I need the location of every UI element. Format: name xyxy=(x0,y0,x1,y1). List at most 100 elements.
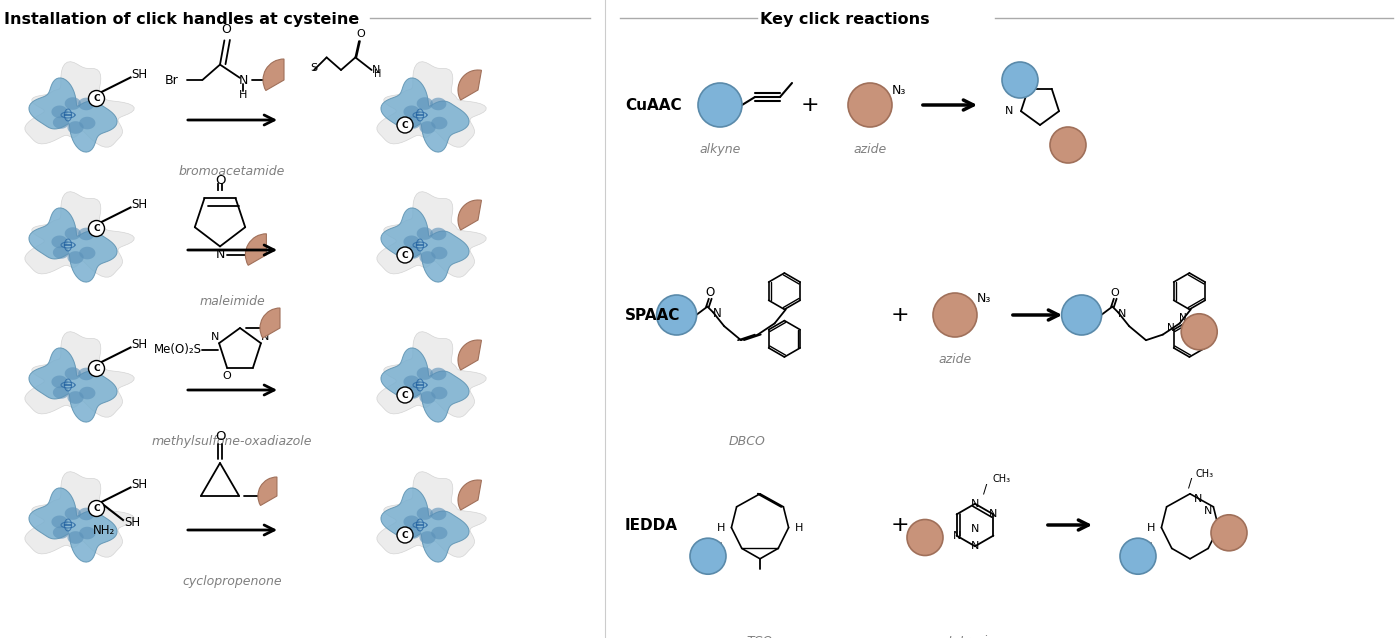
Text: C: C xyxy=(402,121,408,130)
Polygon shape xyxy=(64,227,81,240)
Polygon shape xyxy=(80,387,95,399)
Text: +: + xyxy=(891,515,909,535)
Text: SH: SH xyxy=(131,478,148,491)
Polygon shape xyxy=(430,508,447,520)
Text: O: O xyxy=(222,23,232,36)
Polygon shape xyxy=(80,527,95,539)
Text: cyclopropenone: cyclopropenone xyxy=(183,575,282,588)
Text: H: H xyxy=(796,523,804,533)
Text: NH₂: NH₂ xyxy=(94,524,116,537)
Polygon shape xyxy=(430,228,447,241)
Polygon shape xyxy=(52,516,67,528)
Wedge shape xyxy=(258,477,276,505)
Text: SPAAC: SPAAC xyxy=(625,308,680,322)
Wedge shape xyxy=(458,340,482,370)
Text: azide: azide xyxy=(938,353,972,366)
Polygon shape xyxy=(381,348,469,422)
Wedge shape xyxy=(458,480,482,510)
Text: H: H xyxy=(239,91,247,100)
Polygon shape xyxy=(52,105,67,118)
Text: C: C xyxy=(402,531,408,540)
Wedge shape xyxy=(260,308,281,338)
Text: SH: SH xyxy=(124,516,140,529)
Text: C: C xyxy=(94,94,99,103)
Polygon shape xyxy=(64,367,81,380)
Polygon shape xyxy=(80,247,95,260)
Text: alkyne: alkyne xyxy=(699,143,741,156)
Circle shape xyxy=(1210,515,1247,551)
Polygon shape xyxy=(80,117,95,130)
Text: IEDDA: IEDDA xyxy=(625,517,678,533)
Text: +: + xyxy=(801,95,819,115)
Text: methylsulfone-oxadiazole: methylsulfone-oxadiazole xyxy=(152,435,313,448)
Text: N: N xyxy=(970,524,979,534)
Polygon shape xyxy=(430,98,447,110)
Text: N: N xyxy=(952,531,960,540)
Text: N: N xyxy=(1118,309,1127,318)
Polygon shape xyxy=(403,376,420,388)
Text: N: N xyxy=(211,332,219,342)
Polygon shape xyxy=(405,386,422,399)
Text: H: H xyxy=(1226,523,1234,533)
Circle shape xyxy=(1120,538,1156,574)
Text: H: H xyxy=(716,523,725,533)
Text: N: N xyxy=(1194,494,1202,504)
Text: bromoacetamide: bromoacetamide xyxy=(179,165,285,178)
Text: N: N xyxy=(713,307,722,320)
Text: C: C xyxy=(94,224,99,233)
Text: O: O xyxy=(215,430,225,443)
Polygon shape xyxy=(419,531,436,544)
Text: H: H xyxy=(1146,523,1154,533)
Circle shape xyxy=(88,500,105,517)
Circle shape xyxy=(656,295,697,335)
Polygon shape xyxy=(52,235,67,248)
Circle shape xyxy=(1050,127,1086,163)
Text: CH₃: CH₃ xyxy=(1195,470,1213,479)
Text: N: N xyxy=(1012,84,1020,94)
Circle shape xyxy=(1181,314,1217,350)
Polygon shape xyxy=(419,121,436,134)
Polygon shape xyxy=(67,391,84,404)
Polygon shape xyxy=(64,97,81,110)
Text: N: N xyxy=(215,248,225,262)
Polygon shape xyxy=(67,121,84,134)
Text: Key click reactions: Key click reactions xyxy=(759,12,930,27)
Text: O: O xyxy=(1111,288,1120,297)
Polygon shape xyxy=(405,526,422,538)
Polygon shape xyxy=(417,367,433,380)
Polygon shape xyxy=(417,97,433,110)
Polygon shape xyxy=(25,332,134,417)
Polygon shape xyxy=(29,348,117,422)
Circle shape xyxy=(88,360,105,376)
Polygon shape xyxy=(381,78,469,152)
Text: N: N xyxy=(239,73,247,87)
Text: O: O xyxy=(215,174,225,187)
Polygon shape xyxy=(431,117,448,130)
Polygon shape xyxy=(377,191,486,277)
Text: H: H xyxy=(374,69,381,78)
Polygon shape xyxy=(417,507,433,520)
Polygon shape xyxy=(431,247,448,260)
Circle shape xyxy=(88,91,105,107)
Text: TCO: TCO xyxy=(747,635,773,638)
Polygon shape xyxy=(29,208,117,282)
Polygon shape xyxy=(67,251,84,263)
Text: SH: SH xyxy=(131,339,148,352)
Polygon shape xyxy=(78,367,95,380)
Circle shape xyxy=(847,83,892,127)
Text: N: N xyxy=(371,65,380,75)
Circle shape xyxy=(690,538,726,574)
Text: O: O xyxy=(705,286,715,299)
Polygon shape xyxy=(403,105,420,118)
Text: O: O xyxy=(223,371,232,381)
Polygon shape xyxy=(53,246,68,259)
Polygon shape xyxy=(25,62,134,147)
Text: /: / xyxy=(1188,477,1192,490)
Polygon shape xyxy=(78,228,95,241)
Polygon shape xyxy=(405,116,422,129)
Polygon shape xyxy=(67,531,84,544)
Text: maleimide: maleimide xyxy=(200,295,265,308)
Polygon shape xyxy=(430,367,447,380)
Text: N: N xyxy=(990,509,998,519)
Text: N: N xyxy=(970,541,979,551)
